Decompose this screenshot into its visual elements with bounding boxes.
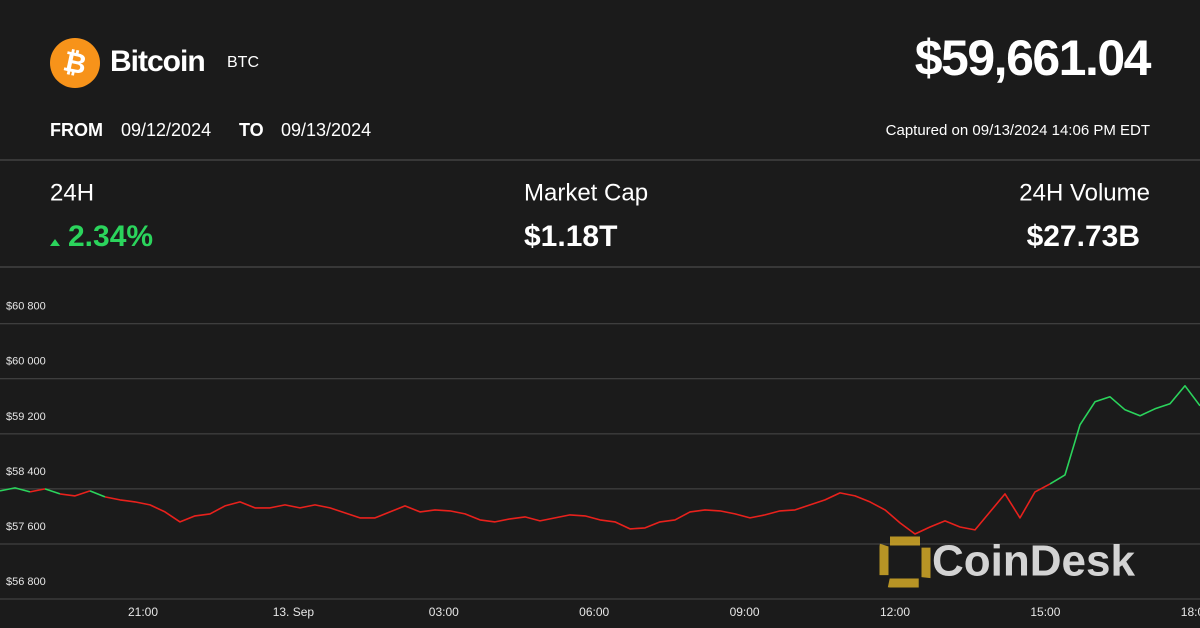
y-tick-label: $57 600 [6, 521, 46, 533]
y-tick-label: $58 400 [6, 466, 46, 478]
stat-label: 24H Volume [1019, 179, 1150, 206]
logo-mark [879, 536, 931, 588]
price-line [44, 488, 61, 495]
up-arrow [50, 239, 60, 246]
plot: $56 800 $57 600 $58 400 $59 200 $60 000 $60 8… [0, 301, 1200, 619]
to-label: TO [239, 120, 264, 140]
y-tick-label: $59 200 [6, 411, 46, 423]
btc-logo [50, 38, 100, 88]
price-line [1049, 385, 1200, 485]
watermark: CoinDesk [932, 537, 1135, 586]
price-line [104, 483, 1051, 535]
price-line [59, 490, 91, 497]
x-tick-label: 13. Sep [273, 605, 315, 619]
stat-value: 2.34% [68, 220, 153, 253]
from-label: FROM [50, 120, 103, 140]
coindesk-logo: CoinDesk [879, 536, 1135, 588]
x-tick-label: 09:00 [730, 605, 760, 619]
price: $59,661.04 [915, 30, 1152, 86]
to-date: 09/13/2024 [281, 120, 371, 140]
x-tick-label: 12:00 [880, 605, 910, 619]
stat-value: $1.18T [524, 220, 617, 253]
stat-label: 24H [50, 179, 94, 206]
coin-name: Bitcoin [110, 45, 205, 78]
stat-label: Market Cap [524, 179, 648, 206]
stat-value: $27.73B [1027, 220, 1140, 253]
price-line [29, 488, 46, 493]
x-tick-label: 06:00 [579, 605, 609, 619]
captured: Captured on 09/13/2024 14:06 PM EDT [886, 122, 1150, 139]
y-tick-label: $56 800 [6, 576, 46, 588]
coin-symbol: BTC [227, 54, 259, 71]
y-tick-label: $60 800 [6, 301, 46, 313]
x-tick-label: 21:00 [128, 605, 158, 619]
x-tick-label: 15:00 [1030, 605, 1060, 619]
x-tick-label: 03:00 [429, 605, 459, 619]
from-date: 09/12/2024 [121, 120, 211, 140]
price-line [89, 490, 106, 498]
x-tick-label: 18:00 [1181, 605, 1200, 619]
y-tick-label: $60 000 [6, 356, 46, 368]
price-line [0, 487, 31, 493]
